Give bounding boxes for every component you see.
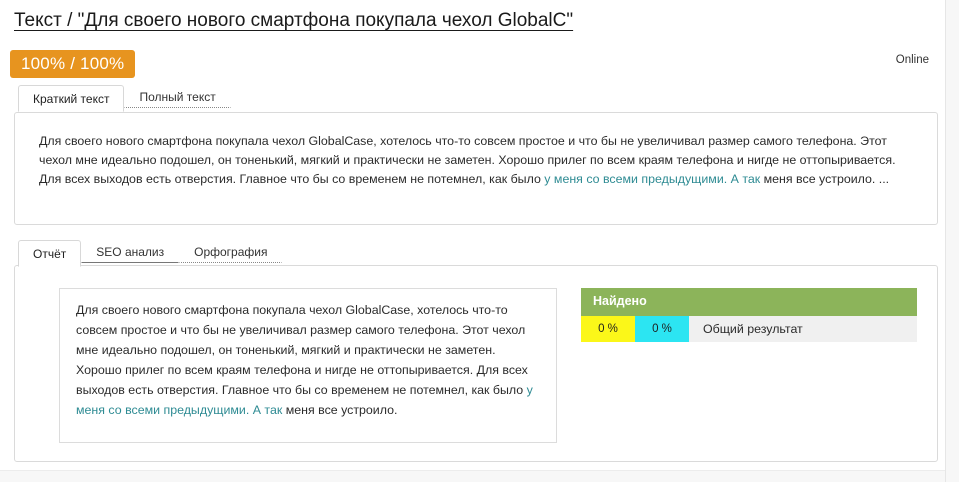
tab-short-text[interactable]: Краткий текст <box>18 85 125 112</box>
tab-full-text[interactable]: Полный текст <box>124 83 231 108</box>
online-status-label: Online <box>895 54 929 66</box>
short-text-highlight-1: у меня со всеми предыдущими. <box>544 172 728 186</box>
score-badge: 100% / 100% <box>10 50 136 78</box>
tab-seo-analysis[interactable]: SEO анализ <box>81 238 180 263</box>
found-results-table: Найдено 0 % 0 % Общий результат <box>581 288 917 342</box>
short-text-segment-1: Для своего нового смартфона покупала чех… <box>39 134 896 186</box>
result-label-cell: Общий результат <box>703 322 803 336</box>
page-title: Текст / "Для своего нового смартфона пок… <box>14 10 574 31</box>
text-tabs: Краткий текст Полный текст <box>18 85 231 112</box>
report-tail: меня все устроило. <box>282 403 398 417</box>
short-text-highlight-2: А так <box>730 172 761 186</box>
page-bottom-gutter <box>0 470 945 482</box>
short-text-panel: Для своего нового смартфона покупала чех… <box>14 112 938 225</box>
found-table-header: Найдено <box>581 288 917 316</box>
page-right-gutter <box>945 0 959 482</box>
short-text-tail: меня все устроило. ... <box>760 172 890 186</box>
tab-report[interactable]: Отчёт <box>18 240 82 267</box>
report-segment-1: Для своего нового смартфона покупала чех… <box>76 303 528 397</box>
short-text-body: Для своего нового смартфона покупала чех… <box>39 132 919 189</box>
analysis-tabs: Отчёт SEO анализ Орфография <box>18 238 283 267</box>
report-highlight-2: А так <box>252 403 283 417</box>
table-row: 0 % 0 % Общий результат <box>581 316 917 342</box>
tab-spelling[interactable]: Орфография <box>179 238 283 263</box>
report-panel: Для своего нового смартфона покупала чех… <box>14 265 938 462</box>
cyan-percent-cell: 0 % <box>635 316 689 342</box>
report-text-box: Для своего нового смартфона покупала чех… <box>59 288 557 443</box>
report-text-body: Для своего нового смартфона покупала чех… <box>76 300 542 420</box>
yellow-percent-cell: 0 % <box>581 316 635 342</box>
report-highlight-1: у меня со всеми предыдущими. <box>76 383 533 417</box>
